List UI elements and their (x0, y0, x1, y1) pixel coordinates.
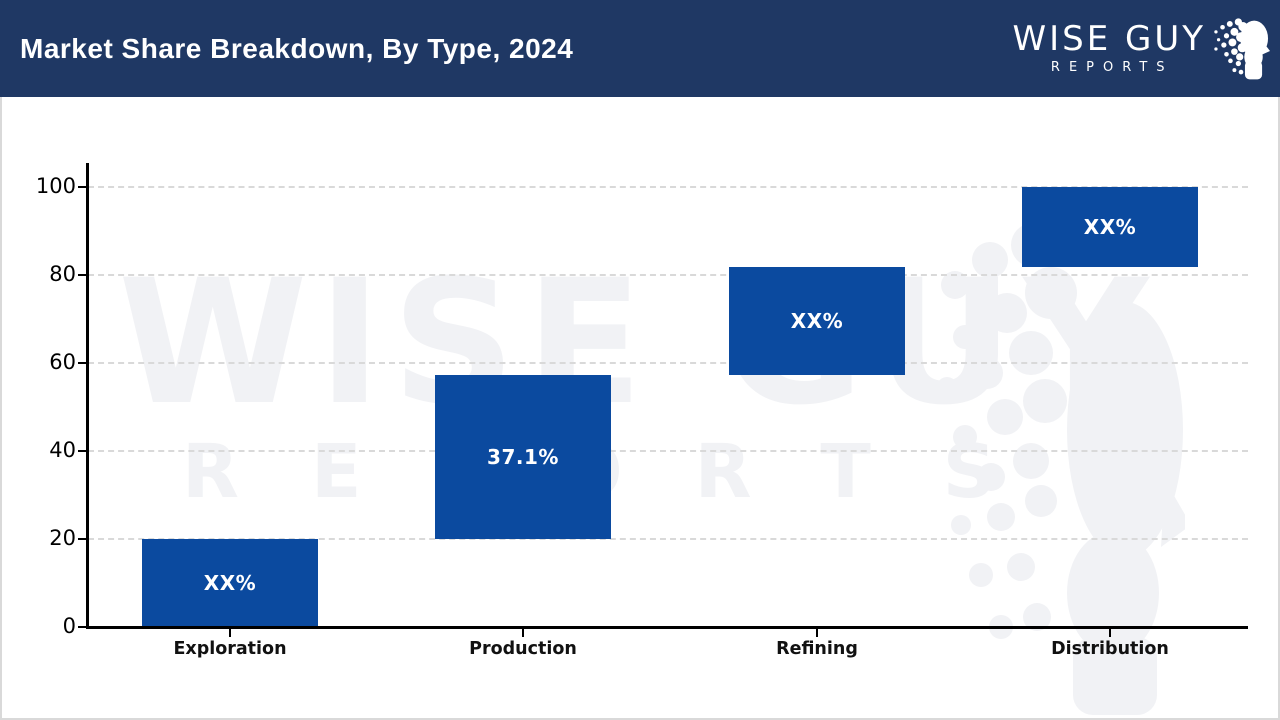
x-tick-mark-production (522, 629, 524, 637)
bar-production: 37.1% (435, 375, 611, 539)
y-tick-mark-100 (78, 185, 87, 188)
bar-value-label: XX% (1083, 214, 1137, 239)
gridline-60 (88, 361, 1248, 364)
x-category-label-distribution: Distribution (1051, 639, 1169, 659)
header-bar: Market Share Breakdown, By Type, 2024 WI… (0, 0, 1280, 97)
bar-value-label: 37.1% (487, 445, 559, 470)
gridline-100 (88, 185, 1248, 188)
y-axis-line (86, 163, 89, 629)
y-tick-mark-20 (78, 537, 87, 540)
head-profile-icon (1214, 17, 1270, 79)
x-category-label-production: Production (469, 639, 577, 659)
x-category-label-exploration: Exploration (173, 639, 287, 659)
gridline-80 (88, 273, 1248, 276)
bar-distribution: XX% (1022, 186, 1198, 268)
y-tick-mark-0 (78, 626, 87, 628)
y-tick-mark-60 (78, 361, 87, 364)
wise-guy-logo: WISE GUY REPORTS (1012, 6, 1270, 92)
y-tick-label-20: 20 (49, 525, 76, 550)
panel-border-bottom (0, 718, 1280, 720)
y-tick-label-40: 40 (49, 437, 76, 462)
bar-refining: XX% (729, 267, 905, 376)
panel-border-left (0, 97, 2, 720)
panel-border-right (1278, 97, 1280, 720)
y-tick-label-0: 0 (62, 614, 76, 638)
gridline-20 (88, 537, 1248, 540)
logo-text: WISE GUY REPORTS (1012, 19, 1206, 75)
x-tick-mark-refining (816, 629, 818, 637)
logo-subtitle: REPORTS (1050, 59, 1174, 75)
bar-exploration: XX% (142, 538, 318, 627)
y-tick-label-60: 60 (49, 349, 76, 374)
y-tick-mark-40 (78, 449, 87, 452)
gridline-40 (88, 449, 1248, 452)
x-tick-mark-distribution (1109, 629, 1111, 637)
logo-wordmark: WISE GUY (1012, 19, 1206, 60)
y-tick-mark-80 (78, 273, 87, 276)
x-category-label-refining: Refining (776, 639, 858, 659)
y-tick-label-100: 100 (35, 173, 76, 198)
bar-value-label: XX% (203, 570, 257, 595)
x-tick-mark-exploration (229, 629, 231, 637)
bar-value-label: XX% (790, 309, 844, 334)
page-title: Market Share Breakdown, By Type, 2024 (20, 32, 574, 64)
x-axis-line (86, 626, 1248, 629)
y-tick-label-80: 80 (49, 261, 76, 286)
